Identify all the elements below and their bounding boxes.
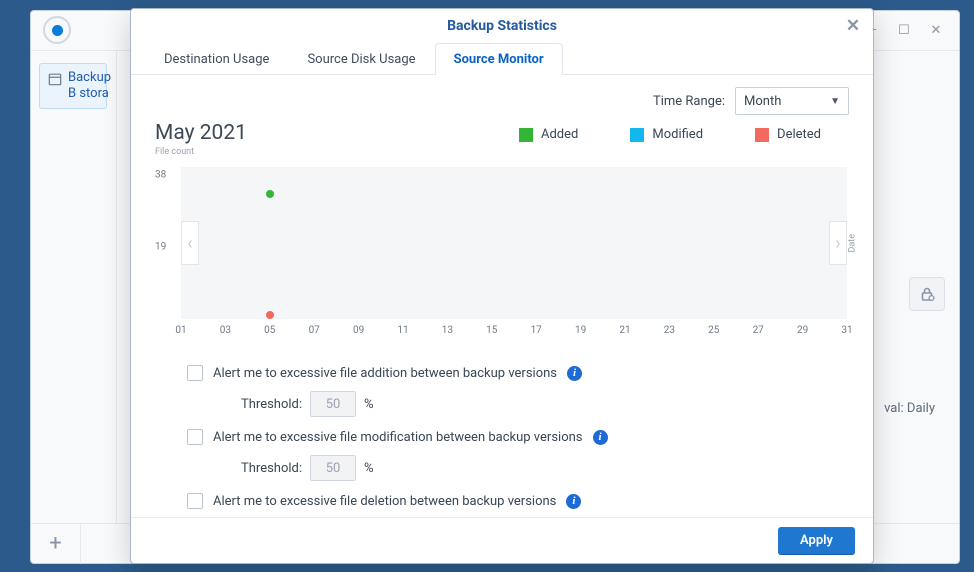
threshold-modification-row: Threshold: % — [241, 455, 849, 481]
backup-statistics-dialog: Backup Statistics ✕ Destination Usage So… — [130, 8, 874, 564]
chart-prev-button[interactable]: ‹ — [181, 221, 199, 265]
tab-source-monitor[interactable]: Source Monitor — [435, 43, 563, 75]
tab-destination-usage[interactable]: Destination Usage — [145, 43, 288, 75]
add-button[interactable]: + — [31, 524, 81, 564]
y-tick: 38 — [155, 169, 166, 180]
calendar-icon — [48, 72, 62, 86]
time-range-value: Month — [744, 94, 781, 109]
alert-modification-label: Alert me to excessive file modification … — [213, 430, 583, 445]
x-tick: 19 — [575, 325, 586, 336]
alert-modification-row: Alert me to excessive file modification … — [187, 429, 849, 445]
chart: May 2021 File count AddedModifiedDeleted… — [155, 121, 849, 351]
threshold-addition-input[interactable] — [310, 391, 356, 417]
threshold-modification-input[interactable] — [310, 455, 356, 481]
maximize-icon[interactable]: ☐ — [889, 18, 919, 44]
legend-item: Modified — [630, 127, 703, 142]
parent-sidebar — [31, 51, 117, 523]
close-parent-icon[interactable]: ✕ — [921, 18, 951, 44]
close-icon[interactable]: ✕ — [841, 15, 865, 37]
plot-area: 38 19 ‹ › Date 01 03 05 07 09 11 13 15 17 19 21 23 25… — [155, 167, 849, 351]
apply-button[interactable]: Apply — [778, 527, 855, 555]
chart-next-button[interactable]: › — [829, 221, 847, 265]
x-tick: 25 — [708, 325, 719, 336]
chart-subtitle: File count — [155, 147, 849, 157]
info-icon[interactable]: i — [567, 366, 582, 381]
threshold-label: Threshold: — [241, 397, 302, 412]
alert-modification-checkbox[interactable] — [187, 429, 203, 445]
info-icon[interactable]: i — [593, 430, 608, 445]
dialog-body: Time Range: Month ▼ May 2021 File count … — [131, 75, 873, 517]
x-tick: 31 — [841, 325, 852, 336]
lock-icon — [919, 286, 935, 302]
dialog-title: Backup Statistics ✕ — [131, 9, 873, 43]
legend-item: Added — [519, 127, 578, 142]
dialog-footer: Apply — [131, 517, 873, 563]
alert-addition-checkbox[interactable] — [187, 365, 203, 381]
sidebar-item-backup[interactable]: Backup B stora — [39, 63, 107, 109]
data-point — [266, 311, 274, 319]
x-tick: 11 — [397, 325, 408, 336]
info-icon[interactable]: i — [566, 494, 581, 509]
sidebar-item-text: Backup B stora — [68, 70, 111, 101]
alert-deletion-row: Alert me to excessive file deletion betw… — [187, 493, 849, 509]
alert-addition-row: Alert me to excessive file addition betw… — [187, 365, 849, 381]
tab-source-disk-usage[interactable]: Source Disk Usage — [288, 43, 434, 75]
legend-item: Deleted — [755, 127, 821, 142]
x-tick: 01 — [175, 325, 186, 336]
x-tick: 05 — [264, 325, 275, 336]
x-axis-label: Date — [848, 234, 858, 253]
y-tick: 19 — [155, 241, 166, 252]
alert-deletion-checkbox[interactable] — [187, 493, 203, 509]
threshold-label: Threshold: — [241, 461, 302, 476]
plot: ‹ › Date — [181, 167, 847, 319]
x-tick: 15 — [486, 325, 497, 336]
interval-text: val: Daily — [884, 401, 935, 416]
data-point — [266, 190, 274, 198]
x-tick: 07 — [309, 325, 320, 336]
threshold-addition-row: Threshold: % — [241, 391, 849, 417]
x-tick: 03 — [220, 325, 231, 336]
chevron-down-icon: ▼ — [830, 96, 840, 107]
time-range-select[interactable]: Month ▼ — [735, 87, 849, 115]
alert-addition-label: Alert me to excessive file addition betw… — [213, 366, 557, 381]
time-range-label: Time Range: — [653, 94, 725, 109]
alert-deletion-label: Alert me to excessive file deletion betw… — [213, 494, 556, 509]
x-tick: 13 — [442, 325, 453, 336]
x-tick: 21 — [619, 325, 630, 336]
x-tick: 27 — [753, 325, 764, 336]
tab-bar: Destination Usage Source Disk Usage Sour… — [131, 43, 873, 75]
threshold-unit: % — [364, 397, 374, 412]
alerts-section: Alert me to excessive file addition betw… — [155, 365, 849, 517]
x-tick: 23 — [664, 325, 675, 336]
lock-button[interactable] — [909, 277, 945, 311]
legend: Added Modified Deleted — [519, 127, 821, 142]
x-tick: 17 — [531, 325, 542, 336]
threshold-unit: % — [364, 461, 374, 476]
x-tick: 09 — [353, 325, 364, 336]
x-tick: 29 — [797, 325, 808, 336]
